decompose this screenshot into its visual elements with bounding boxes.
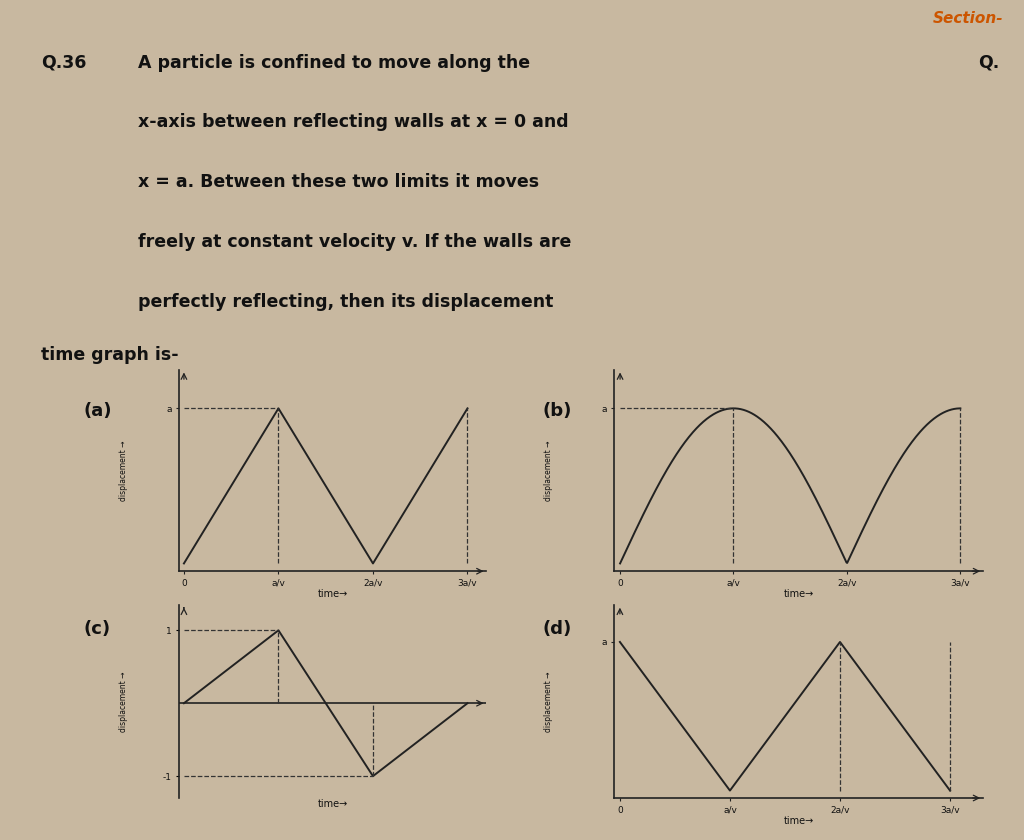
- Text: perfectly reflecting, then its displacement: perfectly reflecting, then its displacem…: [138, 293, 554, 311]
- Text: (d): (d): [543, 620, 572, 638]
- Text: Q.: Q.: [978, 54, 999, 71]
- Text: freely at constant velocity v. If the walls are: freely at constant velocity v. If the wa…: [138, 233, 571, 251]
- Text: Section-: Section-: [933, 12, 1004, 26]
- Text: displacement →: displacement →: [544, 671, 553, 732]
- X-axis label: time→: time→: [783, 816, 814, 826]
- X-axis label: time→: time→: [783, 589, 814, 599]
- X-axis label: time→: time→: [317, 800, 348, 810]
- Text: displacement →: displacement →: [120, 440, 128, 501]
- Text: Q.36: Q.36: [41, 54, 86, 71]
- X-axis label: time→: time→: [317, 589, 348, 599]
- Text: displacement →: displacement →: [544, 440, 553, 501]
- Text: time graph is-: time graph is-: [41, 346, 178, 365]
- Text: A particle is confined to move along the: A particle is confined to move along the: [138, 54, 530, 71]
- Text: x-axis between reflecting walls at x = 0 and: x-axis between reflecting walls at x = 0…: [138, 113, 569, 131]
- Text: (c): (c): [84, 620, 111, 638]
- Text: displacement →: displacement →: [120, 671, 128, 732]
- Text: (a): (a): [84, 402, 113, 420]
- Text: (b): (b): [543, 402, 572, 420]
- Text: x = a. Between these two limits it moves: x = a. Between these two limits it moves: [138, 173, 540, 192]
